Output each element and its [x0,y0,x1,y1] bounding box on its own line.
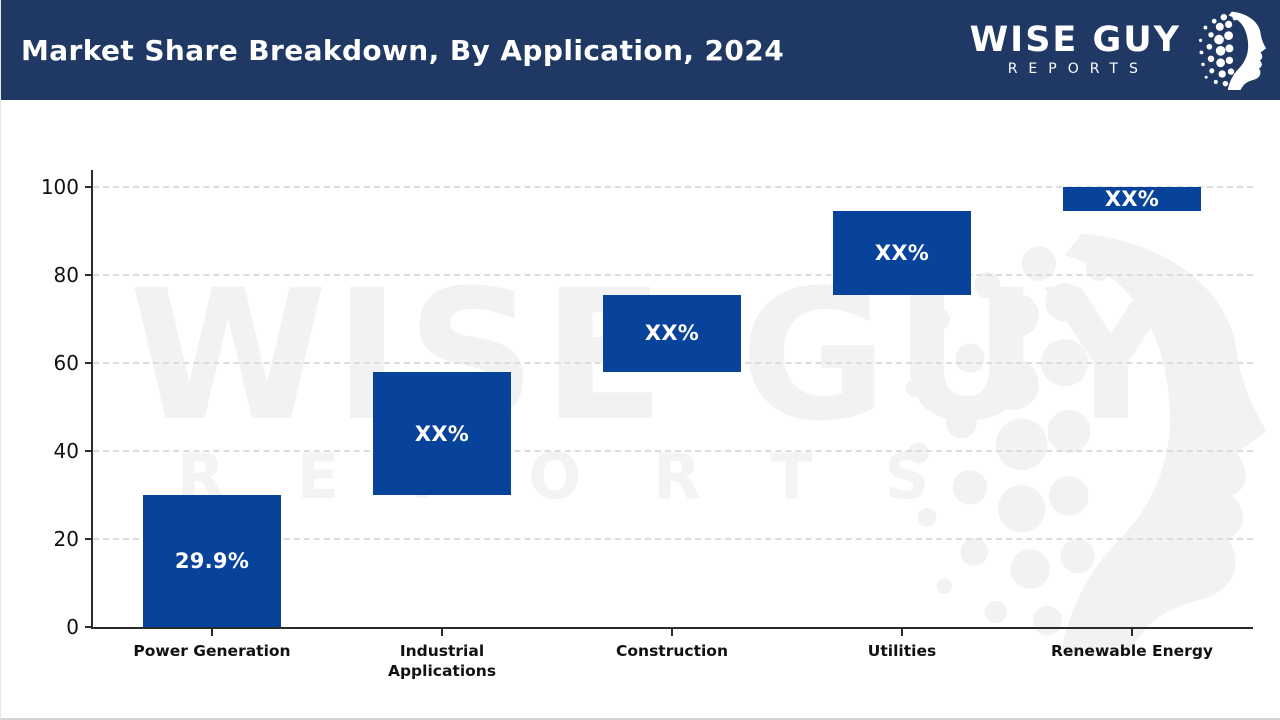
plot-area: WISE GUY REPORTS 02040608010029.9%Power … [1,100,1280,718]
y-tick-label-0: 0 [66,615,79,639]
watermark-subtitle: REPORTS [177,440,1002,513]
bar-value-label: XX% [1104,187,1160,212]
y-tick-mark-60 [85,362,93,364]
bar-industrial-applications: XX% [373,371,511,496]
x-tick-label-4: Renewable Energy [1050,642,1214,660]
bar-value-label: 29.9% [174,549,250,574]
x-tick-mark-1 [441,629,443,636]
x-tick-mark-3 [901,629,903,636]
bar-renewable-energy: XX% [1063,187,1201,212]
bar-power-generation: 29.9% [143,495,281,627]
y-tick-mark-0 [85,626,93,628]
x-axis-line [93,627,1253,629]
y-tick-mark-100 [85,186,93,188]
header-bar: Market Share Breakdown, By Application, … [1,0,1280,100]
bar-construction: XX% [603,294,741,372]
bar-value-label: XX% [874,240,930,265]
logo-subtitle: REPORTS [1007,61,1149,77]
y-tick-label-40: 40 [53,439,79,463]
y-axis-line [91,170,93,629]
logo-face-icon [1199,11,1267,91]
wise-guy-logo: WISE GUY REPORTS [970,0,1267,100]
gridline-80 [93,274,1253,276]
x-tick-mark-0 [211,629,213,636]
gridline-40 [93,450,1253,452]
x-tick-mark-4 [1131,629,1133,636]
y-tick-label-100: 100 [40,175,79,199]
bar-value-label: XX% [414,421,470,446]
bar-value-label: XX% [644,321,700,346]
gridline-20 [93,538,1253,540]
y-tick-label-80: 80 [53,263,79,287]
y-tick-mark-20 [85,538,93,540]
logo-wordmark: WISE GUY [969,20,1181,60]
x-tick-label-3: Utilities [867,642,937,660]
y-tick-mark-40 [85,450,93,452]
y-tick-label-20: 20 [53,527,79,551]
y-tick-mark-80 [85,274,93,276]
y-tick-label-60: 60 [53,351,79,375]
bar-utilities: XX% [833,211,971,295]
x-tick-label-0: Power Generation [133,642,291,660]
x-tick-label-1: Industrial Applications [387,642,497,681]
x-tick-label-2: Construction [616,642,728,660]
gridline-100 [93,186,1253,188]
chart-canvas: 0 20 40 60 80 100 29.9% Power Generation XX% Indu… [1,100,1280,718]
x-tick-mark-2 [671,629,673,636]
logo-text: WISE GUY REPORTS [969,20,1181,78]
page-title: Market Share Breakdown, By Application, … [21,33,785,67]
